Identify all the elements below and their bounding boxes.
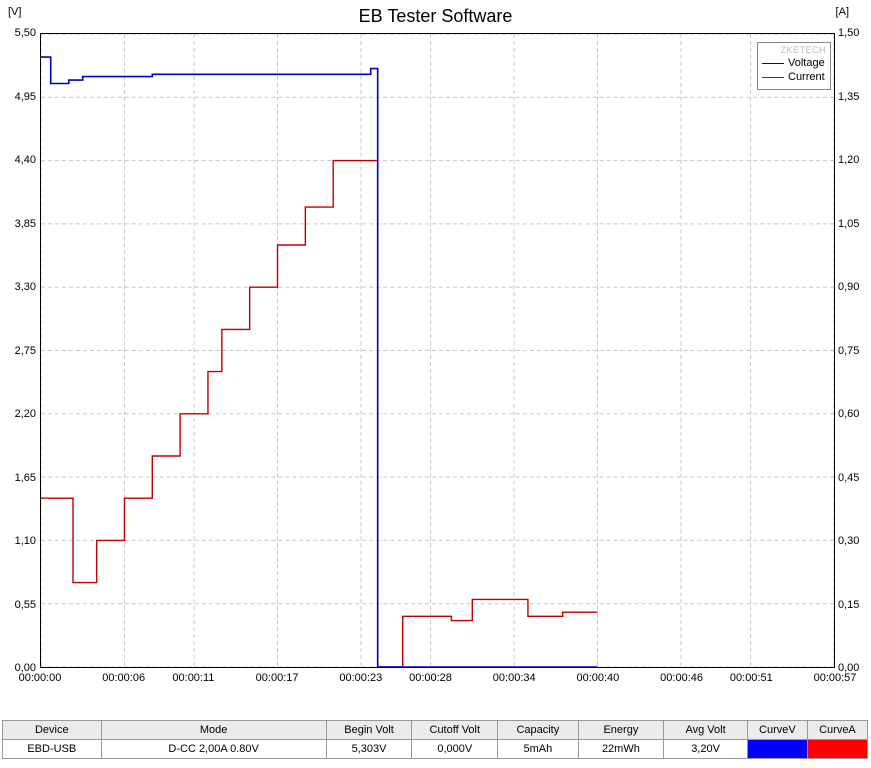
y-left-tick: 3,30 [4, 281, 36, 293]
y-right-unit-label: [A] [836, 6, 849, 18]
y-right-tick: 1,50 [838, 27, 868, 39]
legend-current-label: Current [788, 71, 825, 83]
table-row[interactable]: EBD-USB D-CC 2,00A 0.80V 5,303V 0,000V 5… [3, 740, 868, 759]
y-right-tick: 0,60 [838, 408, 868, 420]
x-tick: 00:00:11 [172, 672, 214, 684]
y-left-tick: 4,40 [4, 154, 36, 166]
y-left-tick: 5,50 [4, 27, 36, 39]
y-right-tick: 1,35 [838, 91, 868, 103]
th-device: Device [3, 721, 102, 740]
th-begin-volt: Begin Volt [326, 721, 412, 740]
cell-avg-volt: 3,20V [664, 740, 748, 759]
th-avg-volt: Avg Volt [664, 721, 748, 740]
data-table: Device Mode Begin Volt Cutoff Volt Capac… [2, 720, 868, 759]
x-tick: 00:00:46 [660, 672, 703, 684]
cell-device: EBD-USB [3, 740, 102, 759]
legend-box: ZKETECH Voltage Current [757, 42, 831, 90]
x-tick: 00:00:17 [256, 672, 299, 684]
cell-energy: 22mWh [578, 740, 664, 759]
cell-mode: D-CC 2,00A 0.80V [101, 740, 326, 759]
y-left-tick: 1,65 [4, 472, 36, 484]
th-energy: Energy [578, 721, 664, 740]
y-left-unit-label: [V] [8, 6, 21, 18]
y-right-tick: 1,05 [838, 218, 868, 230]
x-tick: 00:00:23 [339, 672, 382, 684]
x-tick: 00:00:51 [730, 672, 773, 684]
y-left-tick: 3,85 [4, 218, 36, 230]
y-left-tick: 1,10 [4, 535, 36, 547]
legend-voltage-line [762, 63, 784, 64]
x-tick: 00:00:40 [576, 672, 619, 684]
chart-panel: EB Tester Software [V] [A] ZKETECH Volta… [0, 0, 871, 720]
table-header-row: Device Mode Begin Volt Cutoff Volt Capac… [3, 721, 868, 740]
x-tick: 00:00:28 [409, 672, 452, 684]
cell-begin-volt: 5,303V [326, 740, 412, 759]
legend-current-line [762, 77, 784, 78]
x-tick: 00:00:00 [19, 672, 62, 684]
y-left-tick: 4,95 [4, 91, 36, 103]
y-left-tick: 2,75 [4, 345, 36, 357]
th-curve-v: CurveV [747, 721, 807, 740]
cell-cutoff-volt: 0,000V [412, 740, 498, 759]
x-tick: 00:00:06 [102, 672, 145, 684]
cell-capacity: 5mAh [498, 740, 578, 759]
y-right-tick: 0,75 [838, 345, 868, 357]
legend-watermark: ZKETECH [762, 45, 826, 55]
th-capacity: Capacity [498, 721, 578, 740]
legend-voltage-row: Voltage [762, 57, 826, 69]
plot-svg [41, 34, 834, 667]
plot-area: ZKETECH Voltage Current [40, 33, 835, 668]
data-table-panel: Device Mode Begin Volt Cutoff Volt Capac… [2, 720, 868, 759]
th-mode: Mode [101, 721, 326, 740]
x-tick: 00:00:34 [493, 672, 536, 684]
y-right-tick: 0,15 [838, 599, 868, 611]
y-right-tick: 0,90 [838, 281, 868, 293]
y-left-tick: 0,55 [4, 599, 36, 611]
chart-title: EB Tester Software [0, 6, 871, 27]
y-left-tick: 2,20 [4, 408, 36, 420]
legend-current-row: Current [762, 71, 826, 83]
th-cutoff-volt: Cutoff Volt [412, 721, 498, 740]
x-tick: 00:00:57 [814, 672, 857, 684]
cell-curve-v-swatch[interactable] [747, 740, 807, 759]
legend-voltage-label: Voltage [788, 57, 825, 69]
th-curve-a: CurveA [807, 721, 867, 740]
y-right-tick: 1,20 [838, 154, 868, 166]
cell-curve-a-swatch[interactable] [807, 740, 867, 759]
y-right-tick: 0,45 [838, 472, 868, 484]
y-right-tick: 0,30 [838, 535, 868, 547]
